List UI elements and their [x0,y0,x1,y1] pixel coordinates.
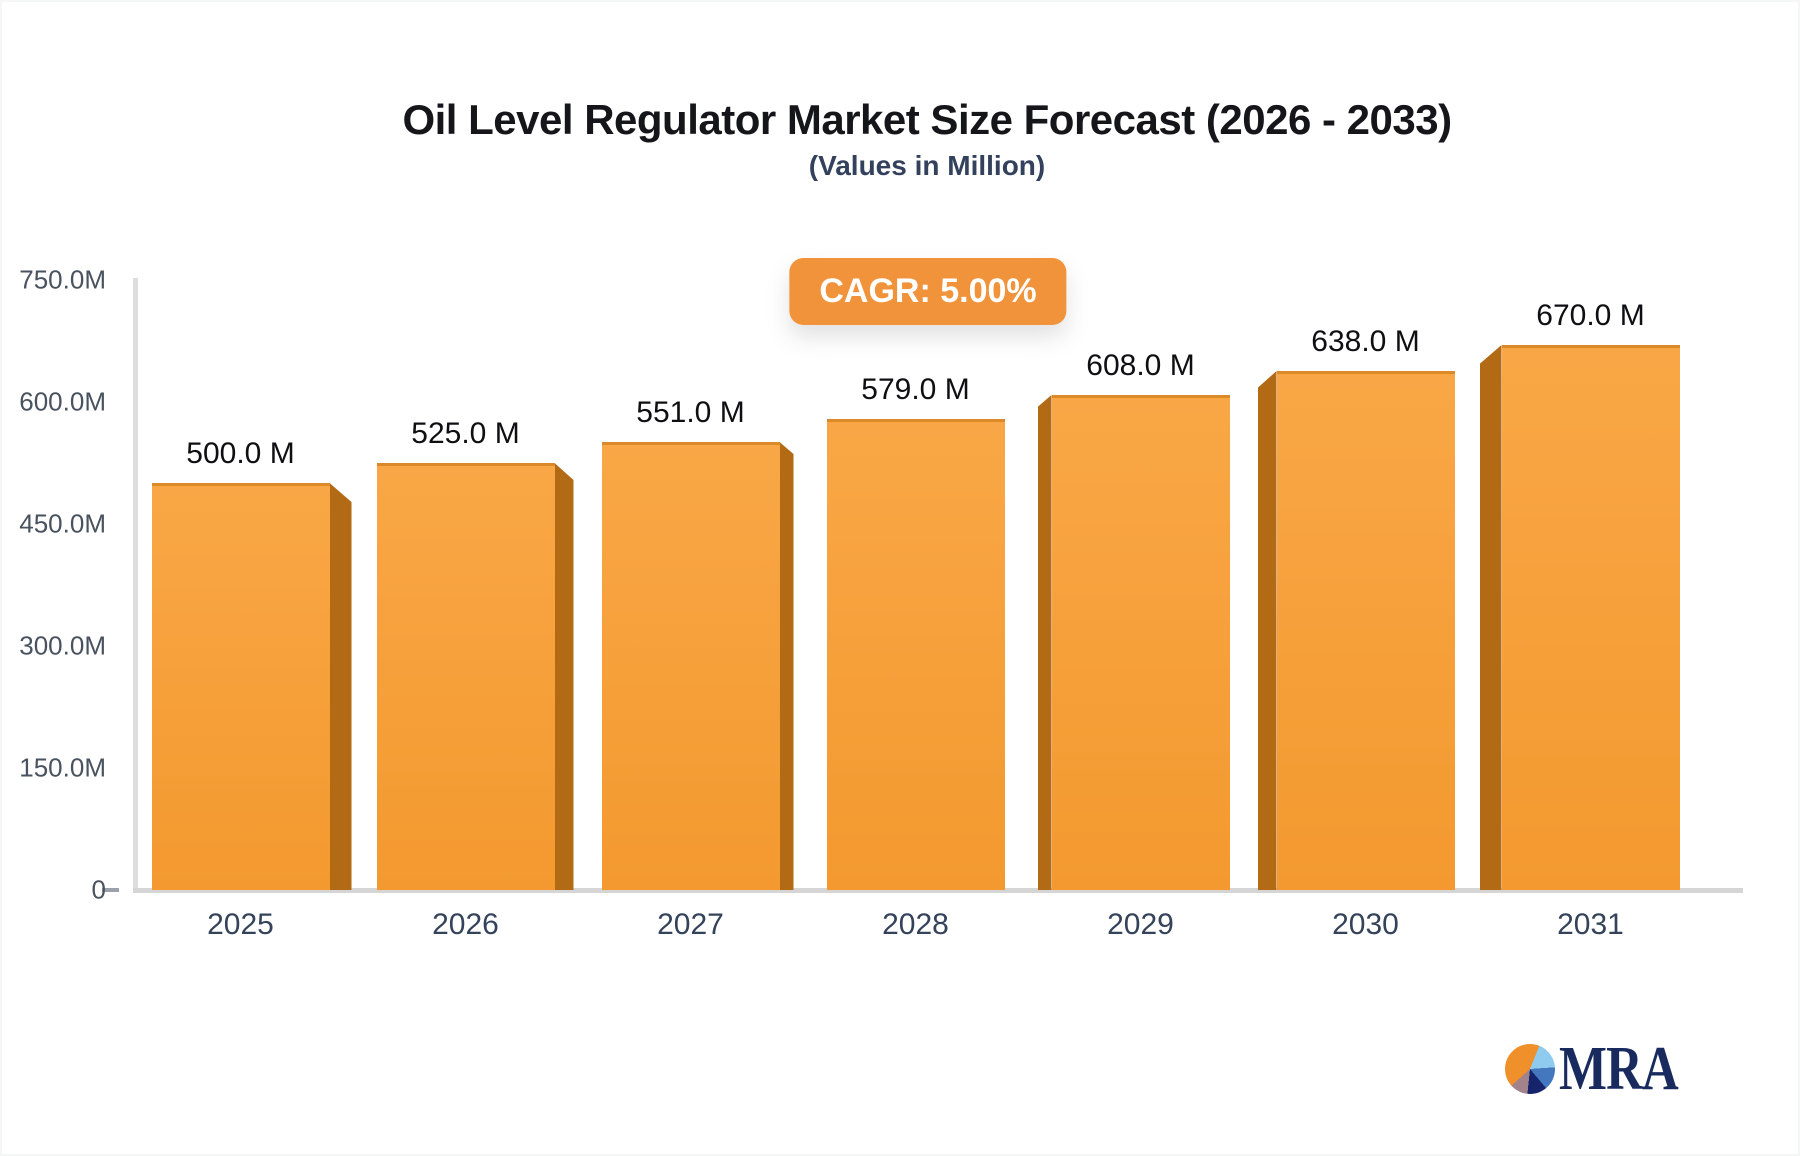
bar-2029[interactable] [1037,395,1230,890]
bar-2031[interactable] [1479,345,1680,890]
bar-value-label: 638.0 M [1311,325,1420,358]
bar-side-shadow [329,483,352,890]
bar-value-label: 525.0 M [411,417,520,450]
bar-face [1501,345,1680,890]
chart-title: Oil Level Regulator Market Size Forecast… [402,96,1452,143]
y-axis-label: 150.0M [19,752,106,783]
bar-face [1276,371,1455,890]
bar-side-shadow [779,442,794,890]
y-axis-label: 750.0M [19,264,106,295]
bar-side-shadow [1037,395,1052,890]
x-axis-label: 2031 [1557,908,1624,941]
bar-face [376,463,555,890]
bar-face [151,483,330,890]
bar-group-2026: 525.0 M 2026 [353,280,578,941]
zero-tick-mark [102,888,119,892]
y-axis-label: 300.0M [19,630,106,661]
x-axis-label: 2027 [657,908,724,941]
bar-2030[interactable] [1257,371,1455,890]
y-axis-line [133,278,138,892]
bar-2025[interactable] [151,483,352,890]
x-axis-label: 2025 [207,908,274,941]
bar-2026[interactable] [376,463,574,890]
bar-group-2031: 670.0 M 2031 [1478,280,1703,941]
x-axis-label: 2028 [882,908,949,941]
bar-face [601,442,780,890]
bar-2027[interactable] [601,442,794,890]
bar-value-label: 670.0 M [1536,299,1645,332]
bar-value-label: 500.0 M [186,437,295,470]
bar-value-label: 551.0 M [636,396,745,429]
x-axis-label: 2030 [1332,908,1399,941]
x-axis-label: 2029 [1107,908,1174,941]
logo: MRA [1505,1035,1704,1103]
bar-value-label: 579.0 M [861,373,970,406]
bar-value-label: 608.0 M [1086,349,1195,382]
pie-chart-icon [1505,1044,1555,1094]
bar-side-shadow [1257,371,1277,890]
bar-group-2030: 638.0 M 2030 [1253,280,1478,941]
bar-side-shadow [1479,345,1502,890]
y-axis-label: 0 [91,874,106,905]
x-axis-line [133,888,1743,893]
bar-group-2029: 608.0 M 2029 [1028,280,1253,941]
bar-face [1051,395,1230,890]
bar-side-shadow [554,463,574,890]
cagr-badge: CAGR: 5.00% [789,258,1067,325]
bar-2028[interactable] [826,419,1005,890]
bar-group-2028: 579.0 M 2028 [803,280,1028,941]
y-axis-label: 450.0M [19,508,106,539]
chart-subtitle: (Values in Million) [808,150,1046,181]
x-axis-label: 2026 [432,908,499,941]
bar-group-2025: 500.0 M 2025 [128,280,353,941]
bar-face [826,419,1005,890]
plot-area: 500.0 M 2025 525.0 M 2026 551.0 M 2027 579.0 M… [128,280,1703,941]
bar-group-2027: 551.0 M 2027 [578,280,803,941]
y-axis-label: 600.0M [19,386,106,417]
logo-text: MRA [1559,1035,1679,1103]
